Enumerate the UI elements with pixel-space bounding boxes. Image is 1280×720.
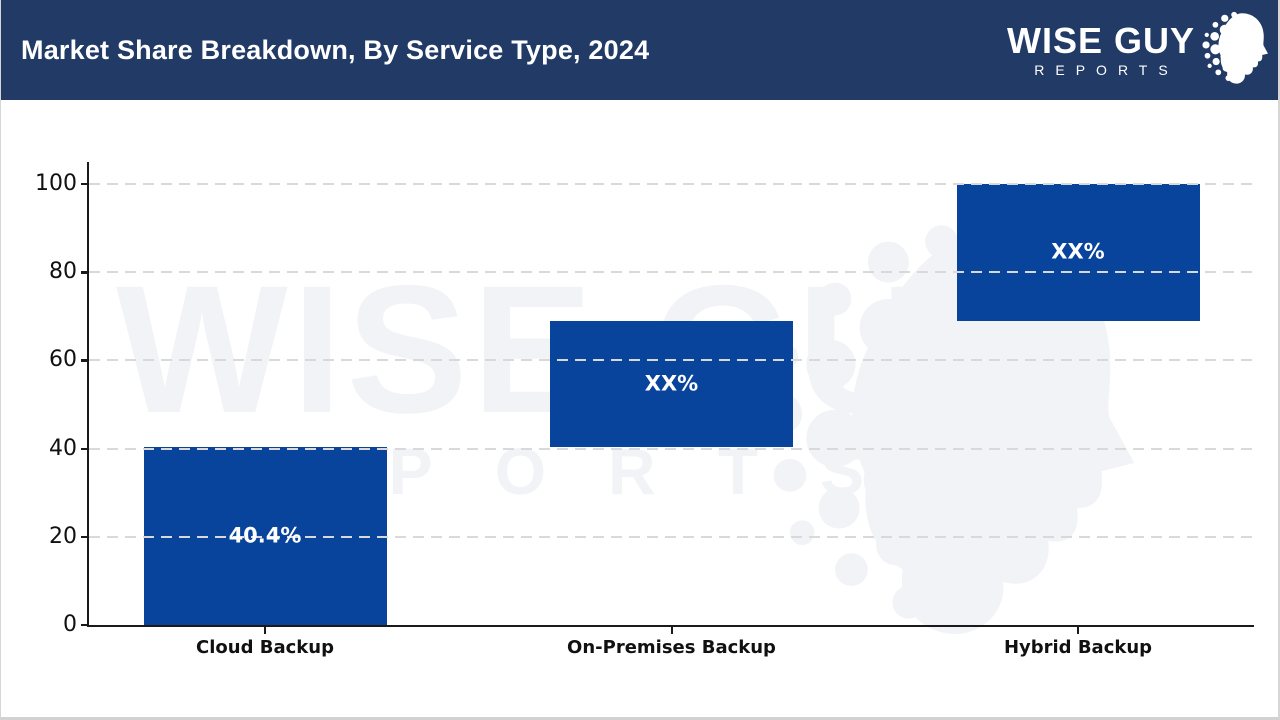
gridline xyxy=(89,359,1254,362)
y-tick-label: 40 xyxy=(49,435,77,461)
y-tick-mark xyxy=(81,624,89,627)
bar-value-label: XX% xyxy=(644,371,699,396)
bar-value-label: 40.4% xyxy=(228,523,302,548)
y-tick-mark xyxy=(81,535,89,539)
y-tick-label: 60 xyxy=(49,347,77,373)
y-tick-label: 0 xyxy=(63,612,77,637)
y-axis-line xyxy=(86,162,89,627)
bar-value-label: XX% xyxy=(1051,239,1105,264)
brand-logo-text: WISE GUY REPORTS xyxy=(1006,20,1195,78)
chart-area: WISE GUY REPORTS 40.4% XX% XX% 0 20 40 60 80 100… xyxy=(1,100,1278,717)
y-tick-mark xyxy=(81,447,89,450)
chart-title: Market Share Breakdown, By Service Type,… xyxy=(21,34,650,65)
y-tick-label: 100 xyxy=(35,171,77,196)
gridline xyxy=(89,183,1254,185)
bar xyxy=(956,184,1200,321)
y-tick-mark xyxy=(81,183,89,186)
x-tick-mark xyxy=(264,626,267,634)
brand-logo: WISE GUY REPORTS xyxy=(1007,0,1273,100)
plot-area: 40.4% XX% XX% 0 20 40 60 80 100 Cloud Backup On-Pr… xyxy=(1,100,1278,717)
x-category-label: Hybrid Backup xyxy=(1003,637,1153,658)
brand-name: WISE GUY xyxy=(1006,20,1195,61)
brand-subtitle: REPORTS xyxy=(1034,62,1179,78)
x-tick-mark xyxy=(1077,626,1080,634)
y-tick-mark xyxy=(81,271,89,274)
x-axis-line xyxy=(86,624,1254,627)
gridline xyxy=(89,271,1254,274)
y-tick-label: 20 xyxy=(49,523,77,549)
bar xyxy=(550,320,793,447)
wiseguy-head-icon xyxy=(1202,11,1268,84)
y-tick-mark xyxy=(81,359,89,362)
y-tick-label: 80 xyxy=(49,259,77,285)
x-category-label: Cloud Backup xyxy=(196,637,334,658)
gridline xyxy=(89,447,1254,450)
gridline xyxy=(89,535,1254,538)
header-bar: Market Share Breakdown, By Service Type,… xyxy=(1,0,1278,100)
x-tick-mark xyxy=(670,626,673,634)
watermark-head-icon xyxy=(761,225,1135,635)
x-category-label: On-Premises Backup xyxy=(567,637,776,658)
